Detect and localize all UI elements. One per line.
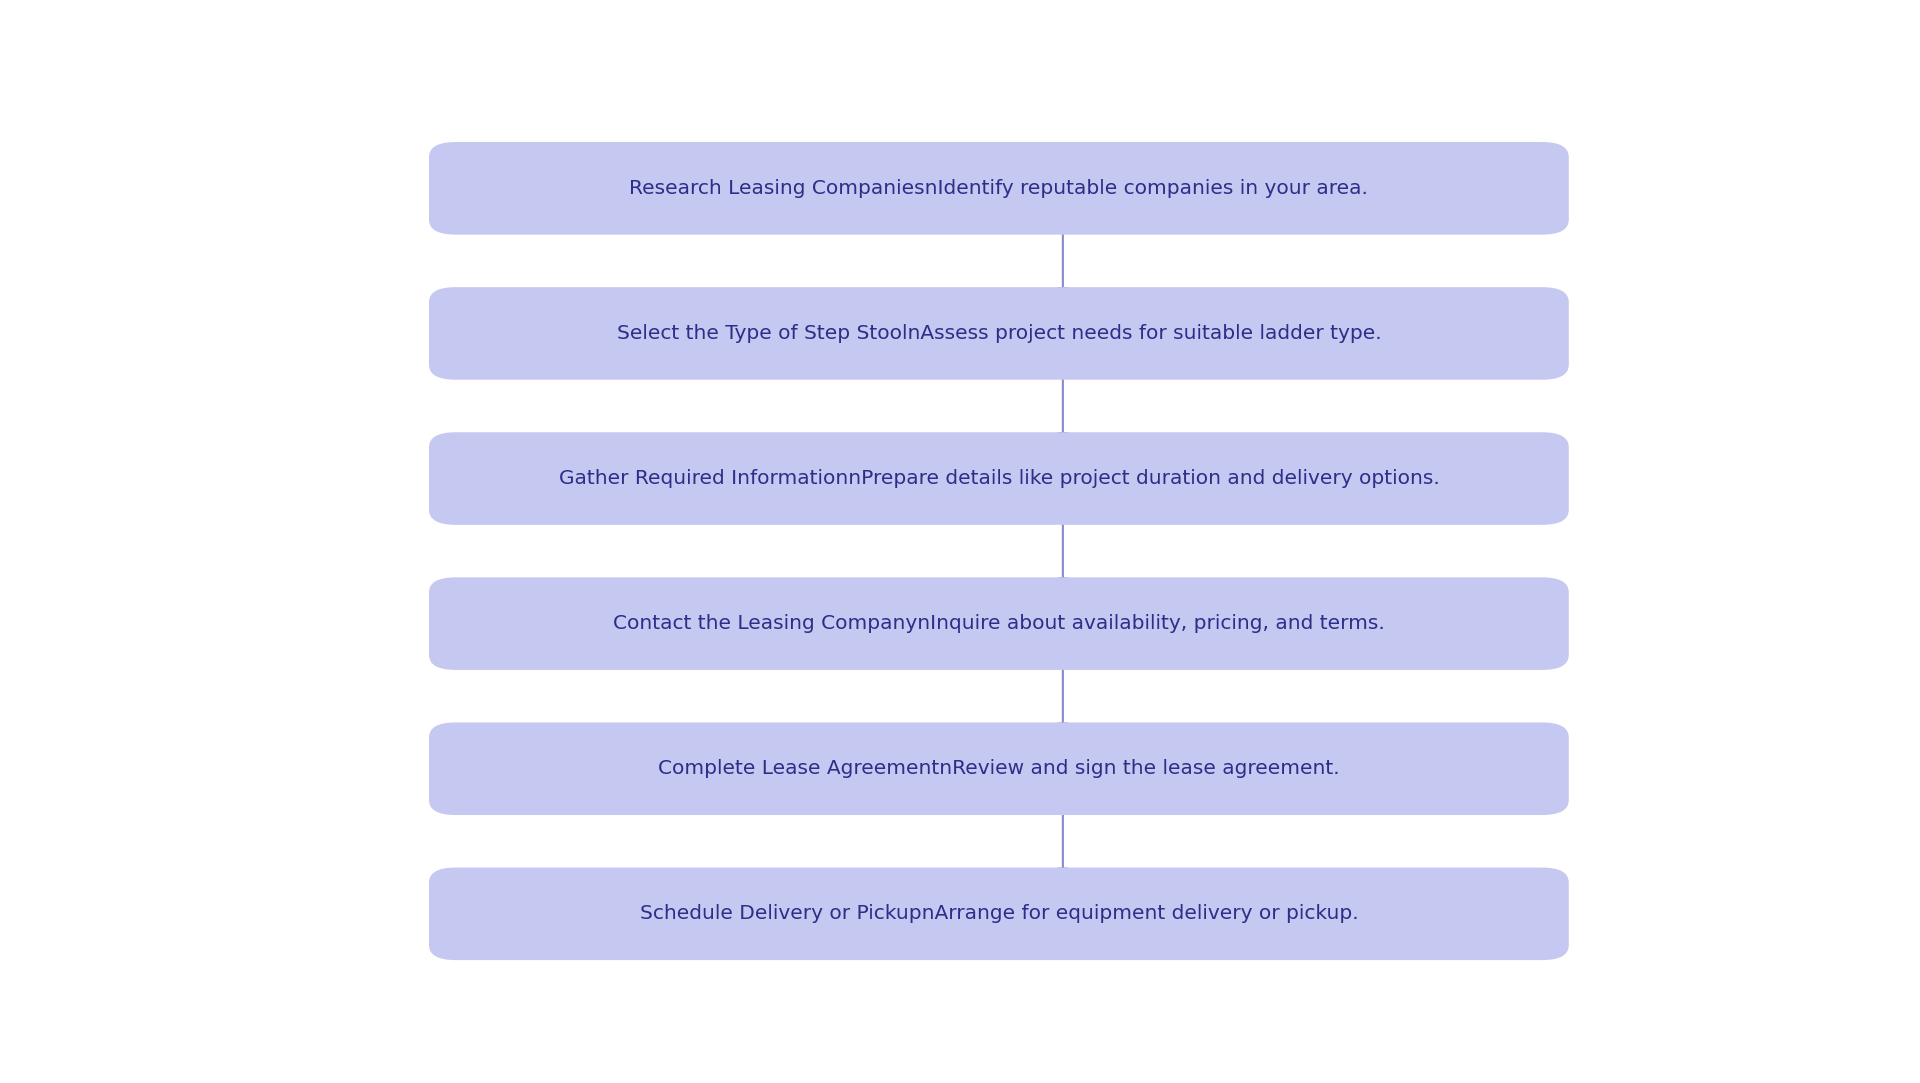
FancyBboxPatch shape: [428, 287, 1569, 380]
Text: Select the Type of Step StoolnAssess project needs for suitable ladder type.: Select the Type of Step StoolnAssess pro…: [616, 324, 1380, 343]
Text: Gather Required InformationnPrepare details like project duration and delivery o: Gather Required InformationnPrepare deta…: [559, 469, 1440, 488]
FancyBboxPatch shape: [428, 577, 1569, 670]
FancyBboxPatch shape: [428, 142, 1569, 235]
FancyBboxPatch shape: [428, 722, 1569, 815]
Text: Contact the Leasing CompanynInquire about availability, pricing, and terms.: Contact the Leasing CompanynInquire abou…: [612, 614, 1384, 634]
Text: Complete Lease AgreementnReview and sign the lease agreement.: Complete Lease AgreementnReview and sign…: [659, 759, 1340, 779]
Text: Research Leasing CompaniesnIdentify reputable companies in your area.: Research Leasing CompaniesnIdentify repu…: [630, 179, 1369, 198]
FancyBboxPatch shape: [428, 867, 1569, 961]
FancyBboxPatch shape: [428, 432, 1569, 525]
Text: Schedule Delivery or PickupnArrange for equipment delivery or pickup.: Schedule Delivery or PickupnArrange for …: [639, 904, 1357, 924]
